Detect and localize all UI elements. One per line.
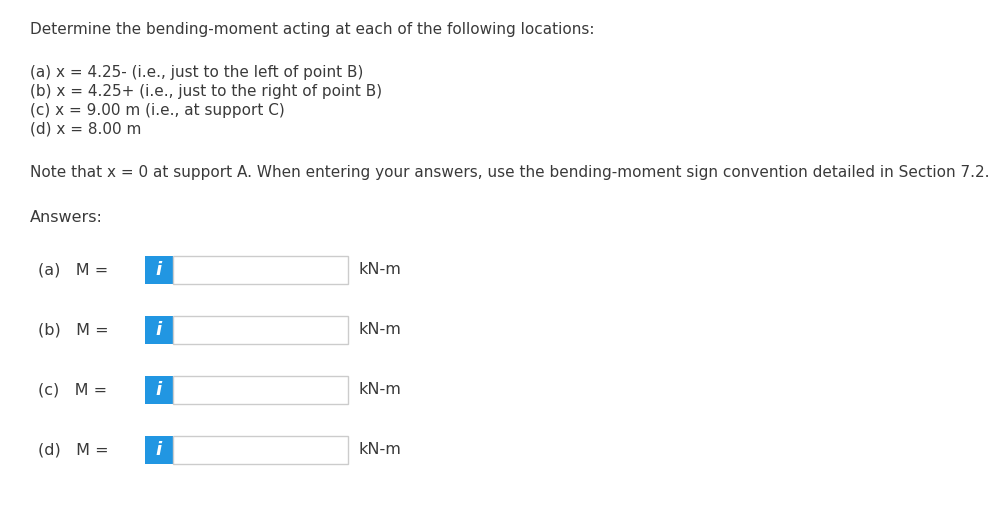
FancyBboxPatch shape (145, 316, 173, 344)
Text: i: i (156, 321, 162, 339)
Text: (b)   M =: (b) M = (38, 323, 109, 338)
Text: kN-m: kN-m (358, 263, 401, 278)
Text: Determine the bending-moment acting at each of the following locations:: Determine the bending-moment acting at e… (30, 22, 594, 37)
Text: Answers:: Answers: (30, 210, 103, 225)
Text: (c)   M =: (c) M = (38, 383, 107, 398)
Text: (d) x = 8.00 m: (d) x = 8.00 m (30, 122, 142, 137)
Text: i: i (156, 261, 162, 279)
Text: kN-m: kN-m (358, 383, 401, 398)
FancyBboxPatch shape (145, 376, 173, 404)
Text: Note that x = 0 at support A. When entering your answers, use the bending-moment: Note that x = 0 at support A. When enter… (30, 165, 989, 180)
Text: (a) x = 4.25- (i.e., just to the left of point B): (a) x = 4.25- (i.e., just to the left of… (30, 65, 364, 80)
FancyBboxPatch shape (173, 376, 348, 404)
Text: (c) x = 9.00 m (i.e., at support C): (c) x = 9.00 m (i.e., at support C) (30, 103, 285, 118)
Text: kN-m: kN-m (358, 323, 401, 338)
FancyBboxPatch shape (173, 316, 348, 344)
Text: (d)   M =: (d) M = (38, 443, 109, 458)
Text: kN-m: kN-m (358, 443, 401, 458)
FancyBboxPatch shape (145, 436, 173, 464)
Text: (a)   M =: (a) M = (38, 263, 108, 278)
FancyBboxPatch shape (173, 256, 348, 284)
Text: (b) x = 4.25+ (i.e., just to the right of point B): (b) x = 4.25+ (i.e., just to the right o… (30, 84, 383, 99)
FancyBboxPatch shape (145, 256, 173, 284)
FancyBboxPatch shape (173, 436, 348, 464)
Text: i: i (156, 381, 162, 399)
Text: i: i (156, 441, 162, 459)
